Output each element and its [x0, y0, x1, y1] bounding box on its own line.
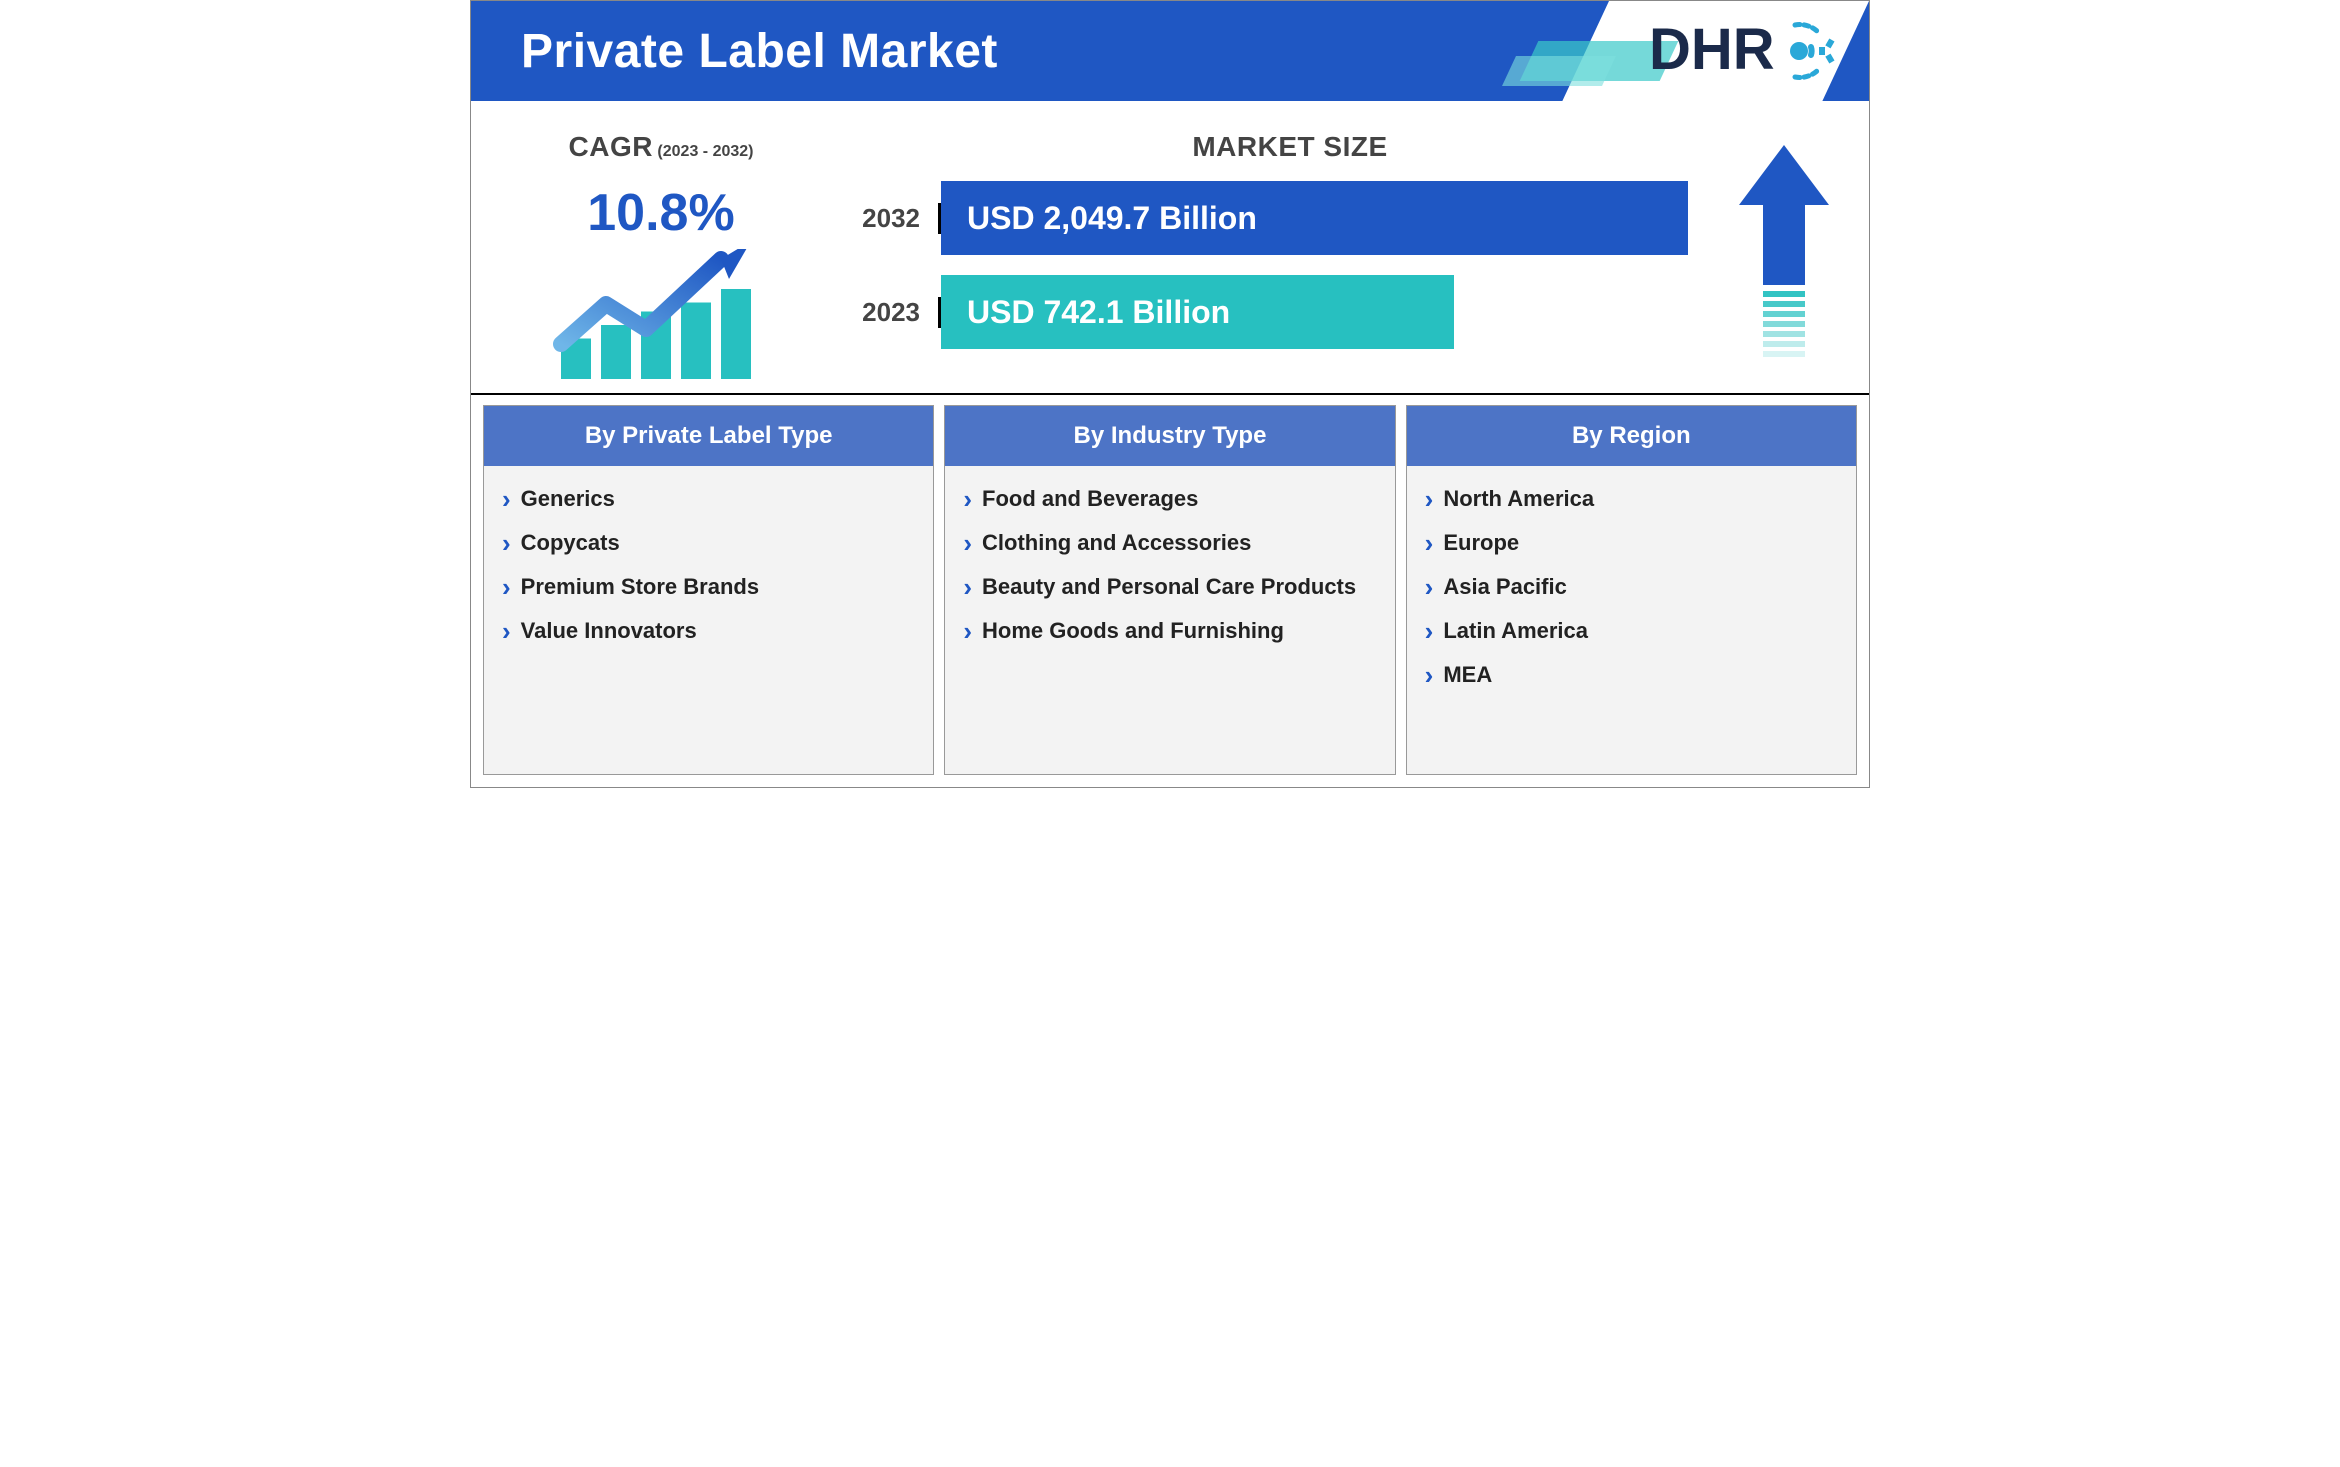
segment-item-label: Premium Store Brands — [521, 574, 759, 600]
arrow-fade-lines — [1763, 291, 1805, 357]
infographic-container: Private Label Market DHR CA — [470, 0, 1870, 788]
segment-cards: By Private Label Type›Generics›Copycats›… — [471, 395, 1869, 787]
cagr-period: (2023 - 2032) — [657, 143, 753, 160]
logo-gear-icon — [1790, 25, 1835, 78]
growth-arrow-panel — [1739, 131, 1829, 379]
cagr-bar — [721, 289, 751, 379]
segment-card-title: By Industry Type — [945, 406, 1394, 466]
chevron-icon: › — [502, 530, 511, 556]
segment-item: › Clothing and Accessories — [963, 530, 1376, 556]
segment-item: › Food and Beverages — [963, 486, 1376, 512]
chevron-icon: › — [963, 574, 972, 600]
chevron-icon: › — [1425, 530, 1434, 556]
segment-item-label: Food and Beverages — [982, 486, 1198, 512]
cagr-growth-chart — [551, 249, 771, 379]
segment-item-label: Clothing and Accessories — [982, 530, 1251, 556]
segment-item-label: Copycats — [521, 530, 620, 556]
chevron-icon: › — [963, 486, 972, 512]
segment-item-label: Europe — [1443, 530, 1519, 556]
market-bar: USD 2,049.7 Billion — [941, 181, 1688, 255]
dhr-logo-svg: DHR — [1649, 11, 1839, 91]
cagr-bars — [561, 289, 751, 379]
segment-card: By Region › North America › Europe › Asia Paci… — [1406, 405, 1857, 775]
market-size-panel: MARKET SIZE 2032USD 2,049.7 Billion2023U… — [831, 131, 1719, 379]
chevron-icon: › — [502, 574, 511, 600]
segment-item-label: MEA — [1443, 662, 1492, 688]
logo-text: DHR — [1649, 17, 1775, 82]
segment-item: › Home Goods and Furnishing — [963, 618, 1376, 644]
segment-card: By Industry Type › Food and Beverages › Clot… — [944, 405, 1395, 775]
cagr-label: CAGR — [569, 131, 653, 162]
segment-card-body: ›Generics›Copycats›Premium Store Brands›… — [484, 466, 933, 682]
chevron-icon: › — [1425, 574, 1434, 600]
segment-item: › Beauty and Personal Care Products — [963, 574, 1376, 600]
chevron-icon: › — [502, 618, 511, 644]
market-bar-track: USD 742.1 Billion — [941, 275, 1719, 349]
segment-item: › North America — [1425, 486, 1838, 512]
segment-item: › Generics — [502, 486, 915, 512]
cagr-chart-svg — [551, 249, 771, 379]
segment-item: › MEA — [1425, 662, 1838, 688]
segment-item-label: Beauty and Personal Care Products — [982, 574, 1356, 600]
segment-item-label: Home Goods and Furnishing — [982, 618, 1284, 644]
segment-card-title: By Region — [1407, 406, 1856, 466]
chevron-icon: › — [1425, 486, 1434, 512]
market-size-title: MARKET SIZE — [861, 131, 1719, 163]
segment-item: › Latin America — [1425, 618, 1838, 644]
chevron-icon: › — [963, 618, 972, 644]
chevron-icon: › — [1425, 662, 1434, 688]
cagr-value: 10.8% — [587, 183, 734, 243]
segment-item: › Copycats — [502, 530, 915, 556]
segment-card: By Private Label Type›Generics›Copycats›… — [483, 405, 934, 775]
market-bar-year: 2023 — [861, 297, 941, 328]
cagr-bar — [601, 325, 631, 379]
cagr-heading: CAGR (2023 - 2032) — [511, 131, 811, 163]
chevron-icon: › — [1425, 618, 1434, 644]
segment-item-label: Asia Pacific — [1443, 574, 1567, 600]
market-bar-track: USD 2,049.7 Billion — [941, 181, 1719, 255]
chevron-icon: › — [963, 530, 972, 556]
chevron-icon: › — [502, 486, 511, 512]
segment-item: › Value Innovators — [502, 618, 915, 644]
segment-item: › Europe — [1425, 530, 1838, 556]
segment-item-label: North America — [1443, 486, 1594, 512]
page-title: Private Label Market — [471, 24, 998, 79]
market-bar: USD 742.1 Billion — [941, 275, 1454, 349]
segment-card-body: › Food and Beverages › Clothing and Accesso… — [945, 466, 1394, 682]
market-bar-row: 2023USD 742.1 Billion — [861, 275, 1719, 349]
segment-item-label: Generics — [521, 486, 615, 512]
cagr-panel: CAGR (2023 - 2032) 10.8% — [511, 131, 811, 379]
market-size-bars: 2032USD 2,049.7 Billion 2023USD 742.1 Bil… — [861, 181, 1719, 349]
header: Private Label Market DHR — [471, 1, 1869, 101]
header-decoration-teal-2 — [1502, 56, 1616, 86]
segment-item-label: Value Innovators — [521, 618, 697, 644]
segment-item: › Premium Store Brands — [502, 574, 915, 600]
segment-item: › Asia Pacific — [1425, 574, 1838, 600]
cagr-bar — [681, 303, 711, 380]
brand-logo: DHR — [1649, 11, 1839, 91]
segment-card-body: › North America › Europe › Asia Pacific › Latin… — [1407, 466, 1856, 726]
growth-arrow-icon — [1739, 145, 1829, 365]
market-bar-row: 2032USD 2,049.7 Billion — [861, 181, 1719, 255]
segment-card-title: By Private Label Type — [484, 406, 933, 466]
segment-item-label: Latin America — [1443, 618, 1588, 644]
market-bar-year: 2032 — [861, 203, 941, 234]
metrics-section: CAGR (2023 - 2032) 10.8% — [471, 101, 1869, 395]
